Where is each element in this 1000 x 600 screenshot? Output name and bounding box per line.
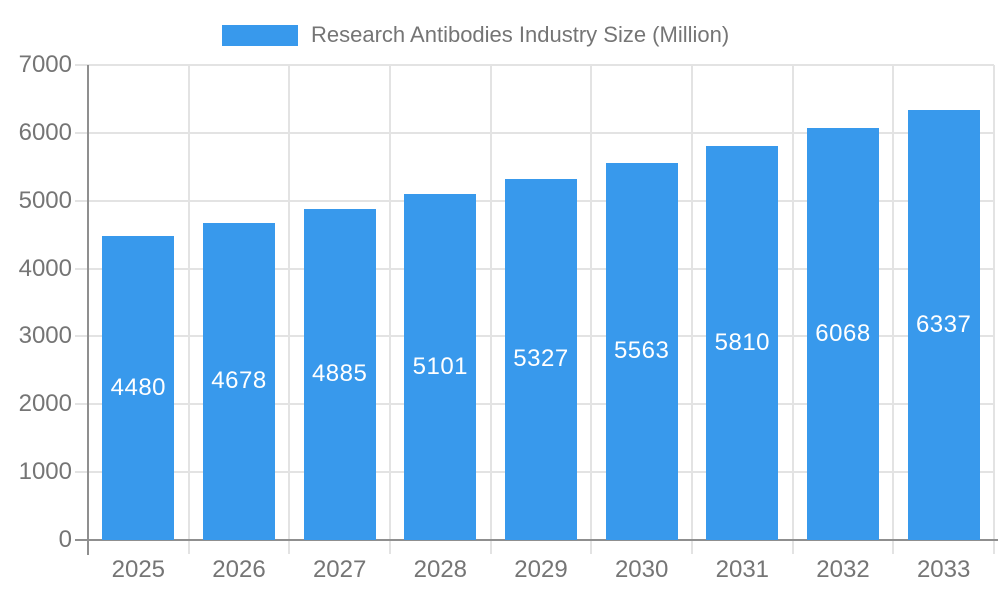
bar-2027[interactable]: 4885 bbox=[303, 208, 376, 540]
y-axis-label-2000: 2000 bbox=[18, 390, 72, 418]
legend-label: Research Antibodies Industry Size (Milli… bbox=[311, 22, 730, 47]
y-axis-label-7000: 7000 bbox=[18, 51, 72, 78]
y-axis-label-5000: 5000 bbox=[18, 186, 72, 214]
gridline-x-2 bbox=[288, 65, 290, 540]
x-axis-tick bbox=[490, 540, 492, 554]
bar-value-label: 4678 bbox=[211, 367, 267, 395]
bar-value-label: 6068 bbox=[815, 320, 871, 348]
gridline-x-8 bbox=[892, 65, 894, 540]
x-axis-labels: 2025 2026 2027 2028 2029 2030 2031 2032 2033 bbox=[88, 556, 994, 586]
bar-2032[interactable]: 6068 bbox=[807, 128, 879, 540]
bar-value-label: 5810 bbox=[714, 328, 771, 356]
bar-2029[interactable]: 5327 bbox=[505, 178, 577, 540]
x-axis-label-2029: 2029 bbox=[514, 556, 568, 583]
y-axis-label-6000: 6000 bbox=[18, 118, 72, 146]
y-axis-line bbox=[87, 65, 89, 555]
x-axis-label-2032: 2032 bbox=[816, 556, 870, 583]
x-axis-tick bbox=[188, 540, 190, 554]
gridline-x-1 bbox=[188, 65, 190, 540]
y-axis-label-1000: 1000 bbox=[18, 458, 72, 486]
gridline-y-7000 bbox=[75, 64, 994, 66]
gridline-y-6000 bbox=[75, 131, 994, 134]
x-axis-tick bbox=[993, 540, 995, 554]
bar-2025[interactable]: 4480 bbox=[102, 236, 175, 540]
x-axis-label-2026: 2026 bbox=[212, 556, 266, 583]
x-axis-tick bbox=[792, 540, 794, 554]
x-axis-tick bbox=[892, 540, 894, 554]
bar-value-label: 4480 bbox=[110, 374, 167, 401]
x-axis-tick bbox=[389, 540, 391, 554]
bar-2031[interactable]: 5810 bbox=[706, 145, 779, 540]
gridline-x-9 bbox=[993, 65, 995, 540]
bar-value-label: 5101 bbox=[412, 352, 469, 380]
bar-value-label: 5327 bbox=[513, 345, 569, 373]
x-axis-line bbox=[75, 539, 998, 541]
x-axis-tick bbox=[590, 540, 592, 554]
y-axis-label-4000: 4000 bbox=[18, 254, 72, 282]
legend-swatch bbox=[222, 24, 298, 46]
bar-value-label: 6337 bbox=[915, 310, 972, 338]
bar-2026[interactable]: 4678 bbox=[203, 222, 275, 540]
bar-2030[interactable]: 5563 bbox=[605, 162, 678, 540]
bar-value-label: 5563 bbox=[613, 337, 670, 365]
gridline-x-3 bbox=[389, 65, 391, 540]
x-axis-label-2033: 2033 bbox=[916, 556, 971, 583]
x-axis-label-2030: 2030 bbox=[614, 556, 669, 583]
x-axis-tick bbox=[691, 540, 693, 554]
gridline-x-4 bbox=[490, 65, 492, 540]
bar-2033[interactable]: 6337 bbox=[907, 109, 980, 540]
x-axis-label-2025: 2025 bbox=[111, 556, 166, 583]
bar-value-label: 4885 bbox=[311, 360, 368, 388]
chart-legend: Research Antibodies Industry Size (Milli… bbox=[222, 24, 729, 46]
y-axis-label-3000: 3000 bbox=[18, 322, 72, 350]
y-axis-label-0: 0 bbox=[58, 526, 72, 553]
x-axis-label-2031: 2031 bbox=[715, 556, 770, 583]
x-axis-tick bbox=[288, 540, 290, 554]
x-axis-label-2027: 2027 bbox=[312, 556, 367, 583]
gridline-x-5 bbox=[590, 65, 592, 540]
gridline-x-7 bbox=[792, 65, 794, 540]
bar-2028[interactable]: 5101 bbox=[404, 193, 477, 540]
x-axis-label-2028: 2028 bbox=[413, 556, 468, 583]
plot-area: 4480 4678 4885 5101 5327 5563 5810 6068 6337 bbox=[75, 64, 998, 555]
gridline-x-6 bbox=[691, 65, 693, 540]
